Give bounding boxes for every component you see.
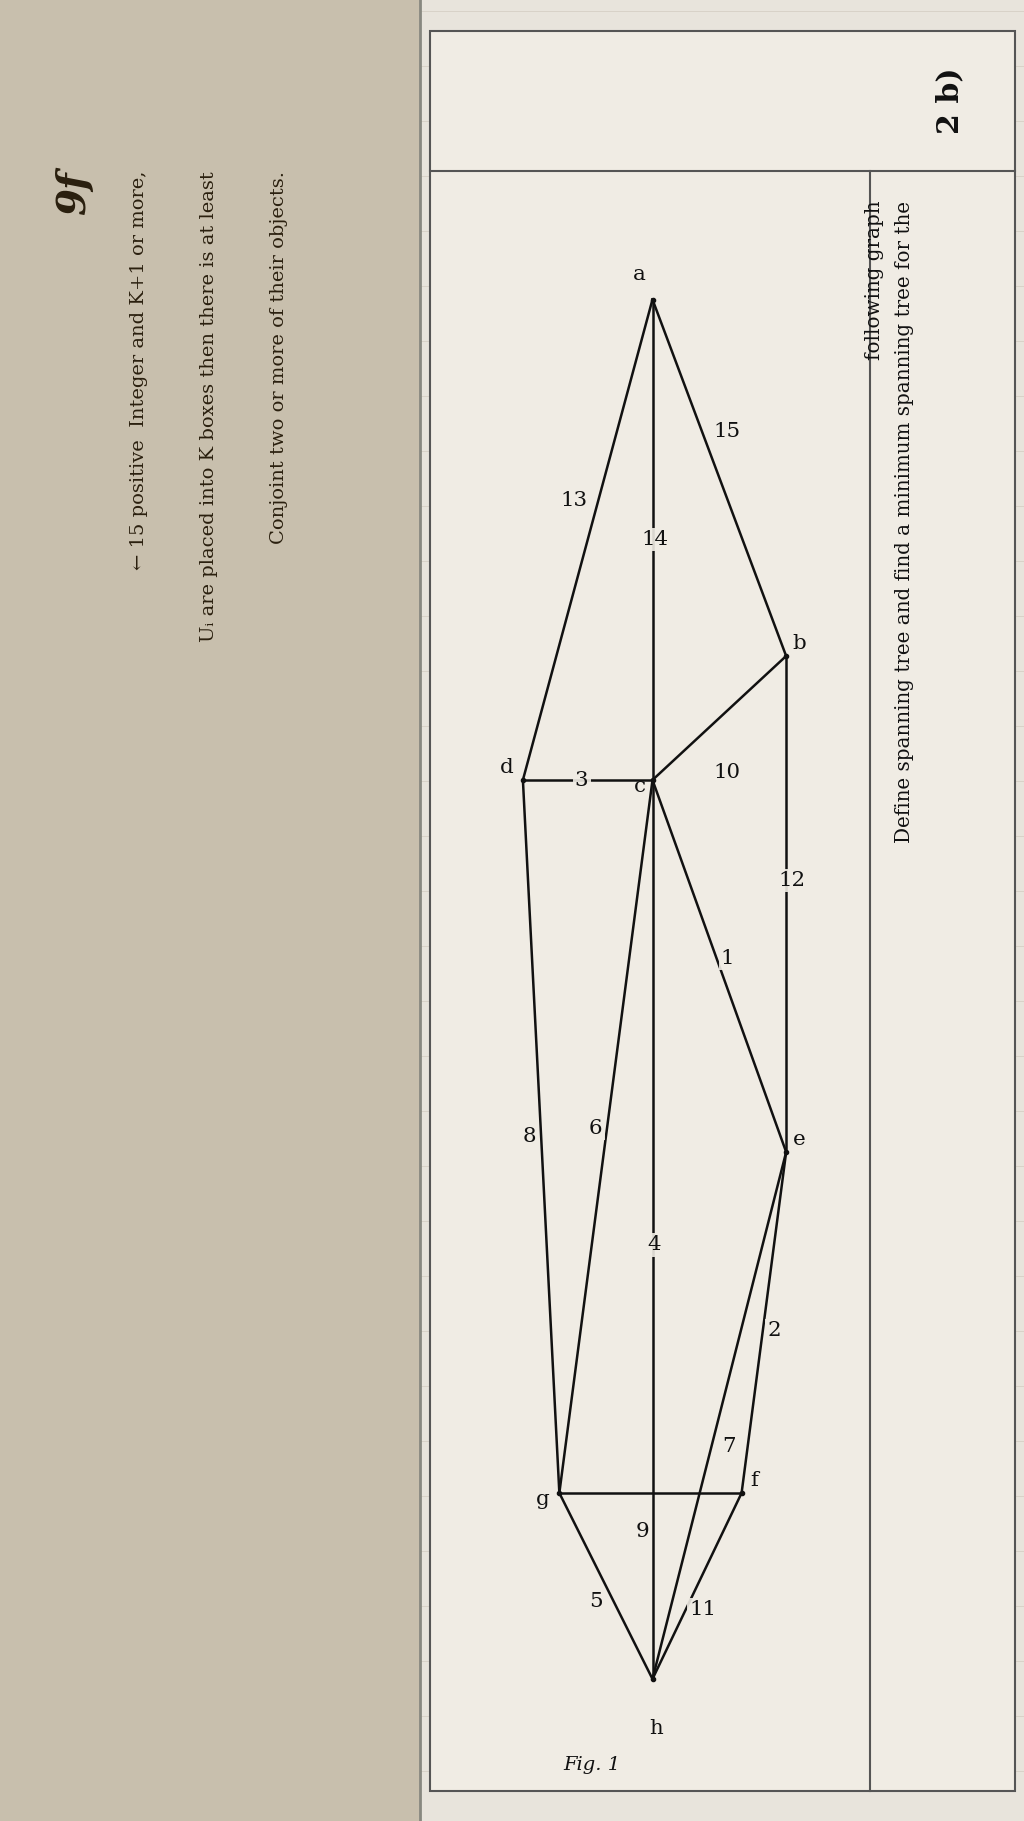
Text: Fig. 1: Fig. 1 — [563, 1755, 621, 1774]
Text: 7: 7 — [723, 1437, 736, 1457]
Text: g: g — [537, 1490, 550, 1510]
Text: c: c — [634, 778, 645, 796]
Text: e: e — [793, 1131, 806, 1149]
Bar — [420, 0, 1024, 1821]
Text: b: b — [793, 634, 806, 654]
Text: 11: 11 — [689, 1601, 717, 1619]
Text: Uᵢ are placed into K boxes then there is at least: Uᵢ are placed into K boxes then there is… — [200, 171, 218, 641]
Text: 5: 5 — [589, 1592, 602, 1612]
Text: 13: 13 — [560, 492, 587, 510]
Text: 8: 8 — [522, 1127, 536, 1145]
Text: 2: 2 — [767, 1320, 781, 1340]
Text: Conjoint two or more of their objects.: Conjoint two or more of their objects. — [270, 171, 288, 544]
Text: d: d — [500, 758, 514, 778]
Text: 2 b): 2 b) — [936, 67, 965, 135]
Text: f: f — [751, 1471, 759, 1490]
Text: 6: 6 — [589, 1120, 602, 1138]
Text: 4: 4 — [648, 1235, 662, 1255]
Text: 10: 10 — [714, 763, 741, 781]
Text: Define spanning tree and find a minimum spanning tree for the: Define spanning tree and find a minimum … — [896, 200, 914, 843]
Text: a: a — [633, 266, 646, 284]
Text: 3: 3 — [574, 770, 589, 790]
Bar — [430, 31, 1015, 1792]
Text: following graph: following graph — [865, 200, 885, 361]
Text: 9f: 9f — [55, 171, 93, 215]
Bar — [0, 0, 420, 1821]
Text: h: h — [649, 1719, 663, 1737]
Text: 1: 1 — [721, 949, 734, 967]
Text: 9: 9 — [636, 1522, 649, 1541]
Text: 15: 15 — [714, 422, 741, 441]
Text: ← 15 positive  Integer and K+1 or more,: ← 15 positive Integer and K+1 or more, — [130, 171, 148, 570]
Text: 12: 12 — [778, 870, 806, 890]
Text: 14: 14 — [641, 530, 668, 550]
